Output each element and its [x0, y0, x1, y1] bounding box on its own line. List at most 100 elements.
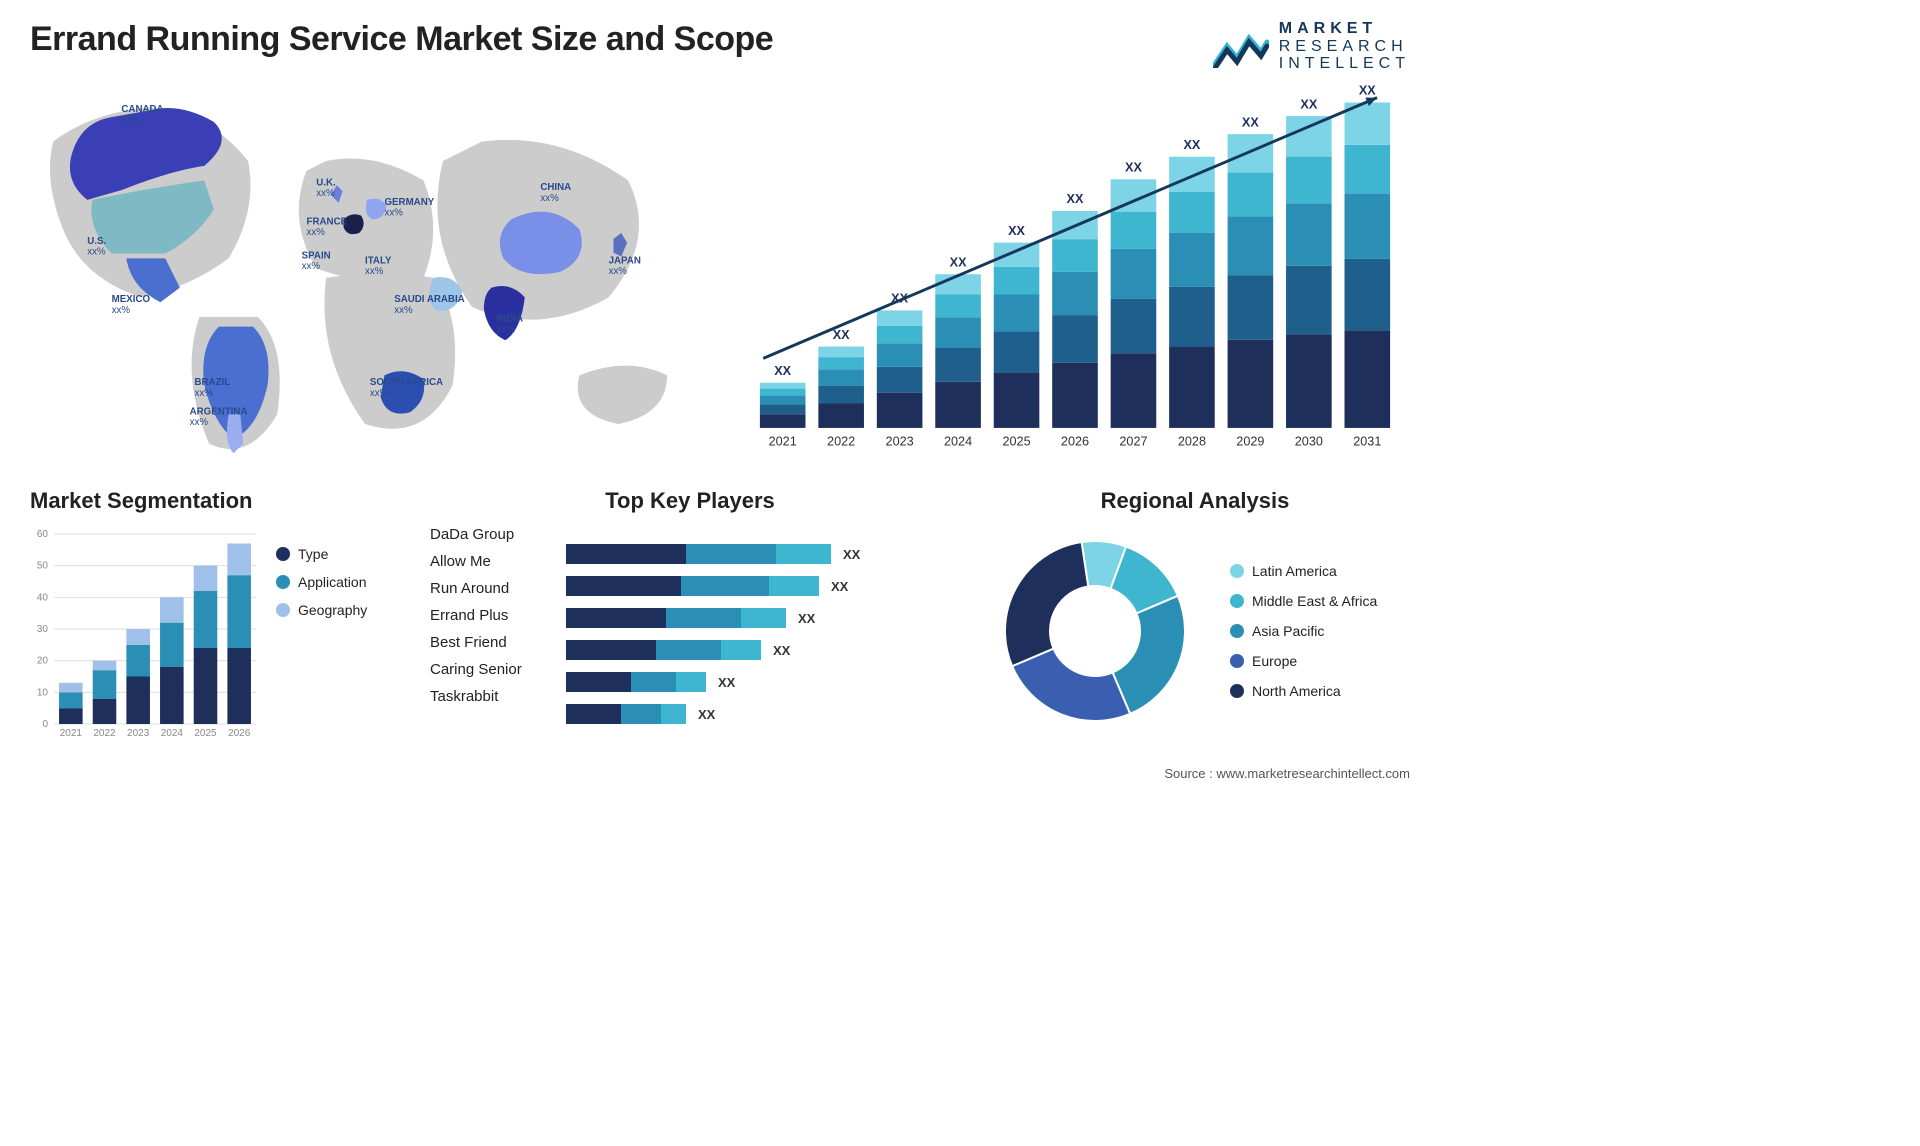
growth-bar-segment [818, 385, 864, 403]
seg-year-label: 2024 [161, 728, 184, 739]
player-bar-segment [666, 608, 741, 628]
growth-bar-segment [935, 274, 981, 294]
growth-bar-segment [1345, 145, 1391, 194]
map-label: U.K. [316, 177, 336, 188]
player-bar-value: XX [798, 611, 816, 626]
growth-year-label: 2030 [1295, 434, 1323, 448]
growth-bar-segment [1345, 258, 1391, 330]
legend-swatch-icon [276, 575, 290, 589]
growth-bar-segment [1286, 203, 1332, 265]
growth-bar-value: XX [1300, 97, 1317, 111]
player-bar-value: XX [843, 547, 861, 562]
growth-bar-segment [935, 294, 981, 317]
growth-year-label: 2028 [1178, 434, 1206, 448]
player-name: Best Friend [430, 634, 550, 651]
player-bar-value: XX [698, 707, 716, 722]
map-label: ITALY [365, 255, 392, 266]
growth-bar-segment [877, 392, 923, 427]
map-label-value: xx% [316, 188, 335, 199]
regional-donut-chart [980, 526, 1210, 736]
logo-line2: RESEARCH [1279, 38, 1410, 56]
growth-bar-segment [1286, 116, 1332, 157]
legend-label: North America [1252, 683, 1341, 699]
growth-bar-value: XX [833, 328, 850, 342]
seg-year-label: 2025 [194, 728, 217, 739]
map-label-value: xx% [190, 417, 209, 428]
player-bar-segment [566, 544, 686, 564]
seg-bar-segment [93, 670, 117, 699]
growth-bar-segment [1345, 330, 1391, 428]
growth-bar-segment [877, 343, 923, 367]
player-bar-segment [566, 672, 631, 692]
map-label: JAPAN [609, 255, 641, 266]
legend-item: Latin America [1230, 563, 1377, 579]
growth-bar-segment [1228, 172, 1274, 216]
growth-bar-segment [1052, 315, 1098, 363]
legend-item: Asia Pacific [1230, 623, 1377, 639]
seg-bar-segment [160, 622, 184, 666]
player-bar-segment [721, 640, 761, 660]
growth-year-label: 2024 [944, 434, 972, 448]
growth-bar-segment [994, 266, 1040, 294]
growth-bar-segment [1286, 266, 1332, 335]
legend-label: Europe [1252, 653, 1297, 669]
growth-year-label: 2022 [827, 434, 855, 448]
seg-bar-segment [93, 698, 117, 723]
growth-bar-segment [1228, 134, 1274, 172]
legend-swatch-icon [276, 603, 290, 617]
growth-bar-value: XX [1008, 224, 1025, 238]
growth-bar-segment [1228, 216, 1274, 275]
seg-year-label: 2021 [60, 728, 83, 739]
growth-bar-value: XX [1359, 83, 1376, 97]
growth-bar-segment [1111, 298, 1157, 353]
logo-line3: INTELLECT [1279, 55, 1410, 73]
map-label: INDIA [497, 313, 523, 324]
player-bar-segment [681, 576, 769, 596]
player-bar-segment [769, 576, 819, 596]
y-tick-label: 20 [37, 655, 49, 666]
y-tick-label: 10 [37, 687, 49, 698]
legend-swatch-icon [1230, 624, 1244, 638]
growth-bar-value: XX [1125, 160, 1142, 174]
growth-bar-segment [760, 395, 806, 404]
map-label: ARGENTINA [190, 406, 248, 417]
growth-bar-segment [1169, 157, 1215, 192]
seg-year-label: 2023 [127, 728, 150, 739]
growth-bar-segment [1228, 340, 1274, 428]
growth-bar-segment [1169, 192, 1215, 233]
growth-bar-segment [1052, 363, 1098, 428]
segmentation-title: Market Segmentation [30, 488, 400, 514]
legend-swatch-icon [1230, 654, 1244, 668]
seg-bar-segment [227, 543, 251, 575]
map-label-value: xx% [370, 388, 389, 399]
donut-slice [1005, 542, 1088, 666]
player-bar-segment [566, 576, 681, 596]
segmentation-panel: Market Segmentation 01020304050602021202… [30, 488, 400, 746]
legend-item: Geography [276, 602, 367, 618]
player-bar-segment [631, 672, 676, 692]
growth-bar-segment [1052, 271, 1098, 314]
legend-label: Asia Pacific [1252, 623, 1324, 639]
growth-bar-segment [1169, 346, 1215, 427]
seg-bar-segment [126, 629, 150, 645]
growth-bar-segment [760, 404, 806, 414]
player-bar-segment [686, 544, 776, 564]
legend-item: Europe [1230, 653, 1377, 669]
growth-bar-segment [760, 383, 806, 389]
growth-bar-segment [818, 403, 864, 427]
seg-bar-segment [194, 565, 218, 590]
legend-label: Geography [298, 602, 367, 618]
growth-bar-value: XX [950, 255, 967, 269]
legend-item: Type [276, 546, 367, 562]
player-bar-value: XX [773, 643, 791, 658]
legend-label: Latin America [1252, 563, 1337, 579]
player-bar-value: XX [831, 579, 849, 594]
y-tick-label: 60 [37, 529, 49, 540]
legend-swatch-icon [1230, 594, 1244, 608]
legend-item: Middle East & Africa [1230, 593, 1377, 609]
legend-label: Middle East & Africa [1252, 593, 1377, 609]
seg-bar-segment [126, 676, 150, 724]
map-label-value: xx% [121, 115, 140, 126]
growth-year-label: 2026 [1061, 434, 1089, 448]
player-bar-segment [566, 640, 656, 660]
